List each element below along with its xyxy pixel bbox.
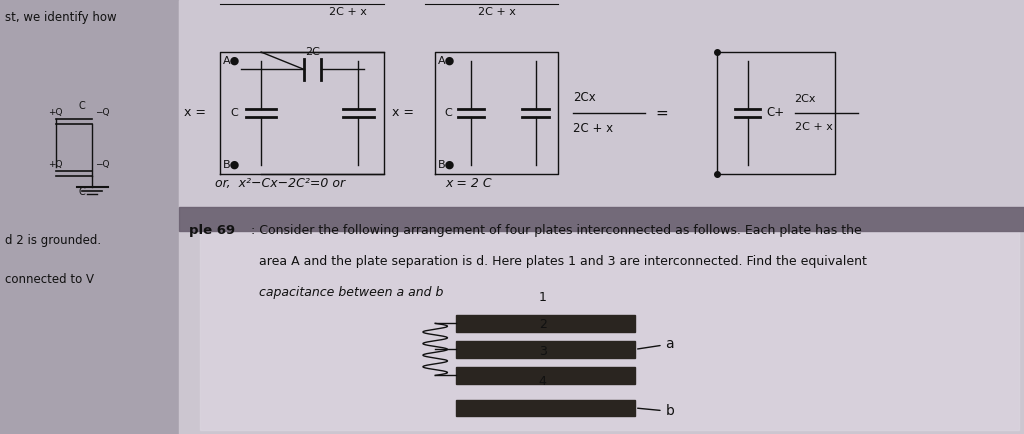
Text: =: = bbox=[655, 105, 668, 120]
Text: C+: C+ bbox=[766, 106, 784, 119]
Bar bbox=[179, 0, 1024, 207]
Bar bbox=[0, 0, 179, 434]
Text: −Q: −Q bbox=[95, 108, 110, 117]
Text: 3: 3 bbox=[539, 345, 547, 358]
Text: b: b bbox=[638, 404, 675, 418]
Text: 2Cx: 2Cx bbox=[573, 91, 596, 104]
Text: x =: x = bbox=[392, 106, 414, 119]
Text: x =: x = bbox=[184, 106, 206, 119]
Text: 2C + x: 2C + x bbox=[478, 7, 515, 16]
Text: C: C bbox=[79, 101, 85, 111]
Bar bbox=[456, 341, 635, 358]
Text: −Q: −Q bbox=[95, 160, 110, 169]
Text: 2C + x: 2C + x bbox=[330, 7, 367, 16]
Bar bbox=[200, 231, 1019, 430]
Text: 4: 4 bbox=[539, 375, 547, 388]
Text: +Q: +Q bbox=[48, 160, 62, 169]
Text: : Consider the following arrangement of four plates interconnected as follows. E: : Consider the following arrangement of … bbox=[251, 224, 861, 237]
Text: B●: B● bbox=[438, 160, 456, 170]
Text: a: a bbox=[638, 337, 674, 351]
Text: d 2 is grounded.: d 2 is grounded. bbox=[5, 234, 101, 247]
Text: area A and the plate separation is d. Here plates 1 and 3 are interconnected. Fi: area A and the plate separation is d. He… bbox=[251, 255, 866, 268]
Text: C: C bbox=[444, 108, 453, 118]
Text: x = 2 C: x = 2 C bbox=[445, 177, 493, 190]
Text: capacitance between a and b: capacitance between a and b bbox=[251, 286, 443, 299]
Text: 1: 1 bbox=[539, 291, 547, 304]
Text: A●: A● bbox=[438, 56, 456, 66]
Text: 2: 2 bbox=[539, 318, 547, 331]
Text: ple 69: ple 69 bbox=[189, 224, 236, 237]
Bar bbox=[456, 315, 635, 332]
Bar bbox=[179, 207, 1024, 231]
Text: A●: A● bbox=[223, 56, 241, 66]
Text: 2C + x: 2C + x bbox=[795, 122, 833, 132]
Bar bbox=[179, 0, 1024, 434]
Text: or,  x²−Cx−2C²=0 or: or, x²−Cx−2C²=0 or bbox=[215, 177, 345, 190]
Text: 2C: 2C bbox=[305, 47, 319, 57]
Text: C: C bbox=[230, 108, 239, 118]
Text: 2Cx: 2Cx bbox=[795, 94, 816, 104]
Text: st, we identify how: st, we identify how bbox=[5, 11, 117, 24]
Text: 2C + x: 2C + x bbox=[573, 122, 613, 135]
Bar bbox=[456, 400, 635, 416]
Text: connected to V: connected to V bbox=[5, 273, 94, 286]
Bar bbox=[456, 367, 635, 384]
Text: B●: B● bbox=[223, 160, 241, 170]
Text: +Q: +Q bbox=[48, 108, 62, 117]
Text: C: C bbox=[79, 187, 85, 197]
